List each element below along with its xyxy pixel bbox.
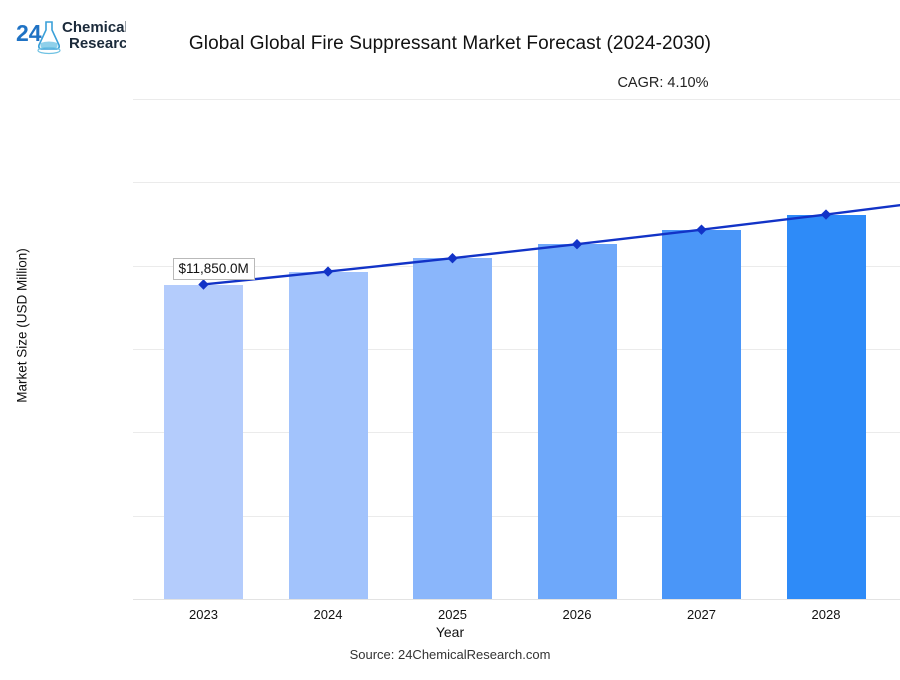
gridline [133,432,900,434]
gridline [133,265,900,267]
bar-2026[interactable] [537,244,617,599]
gridline [133,348,900,350]
bar-2023[interactable] [164,284,243,599]
trend-line [198,203,900,290]
x-axis-title: Year [435,624,465,640]
x-axis-tick-label: 2025 [438,607,467,622]
data-point-marker[interactable] [820,209,832,220]
logo-text-line2: Research [69,35,126,52]
brand-logo: 24 Chemical Research [16,14,126,56]
data-point-marker[interactable] [322,266,334,277]
plot-area: $0.0M$3,139.8M$6,279.6M$9,419.5M$12,559.… [133,99,900,622]
cagr-annotation: CAGR: 4.10% [617,75,709,91]
bar-2025[interactable] [413,258,492,599]
bar-2028[interactable] [786,214,866,599]
flask-icon: 24 Chemical Research [16,19,126,55]
data-label-callout: $11,850.0M [172,258,255,281]
svg-text:24: 24 [16,20,42,46]
data-point-marker[interactable] [571,239,583,250]
gridline [133,182,900,184]
y-axis-title: Market Size (USD Million) [14,248,30,403]
x-axis-tick-label: 2024 [313,607,343,622]
x-axis-tick-label: 2026 [562,607,592,622]
data-point-marker[interactable] [198,279,209,290]
gridline [133,99,900,100]
bar-2024[interactable] [288,271,368,599]
gridline [133,515,900,517]
logo-text-line1: Chemical [62,19,126,36]
x-axis-tick-label: 2027 [687,607,716,622]
chart-title: Global Global Fire Suppressant Market Fo… [188,33,712,54]
data-point-marker[interactable] [447,252,458,264]
data-point-marker[interactable] [696,224,707,235]
x-axis-tick-label: 2023 [189,607,218,622]
source-note: Source: 24ChemicalResearch.com [349,647,551,662]
bar-2027[interactable] [662,229,741,599]
gridline [133,599,900,600]
x-axis-tick-label: 2028 [811,607,841,622]
